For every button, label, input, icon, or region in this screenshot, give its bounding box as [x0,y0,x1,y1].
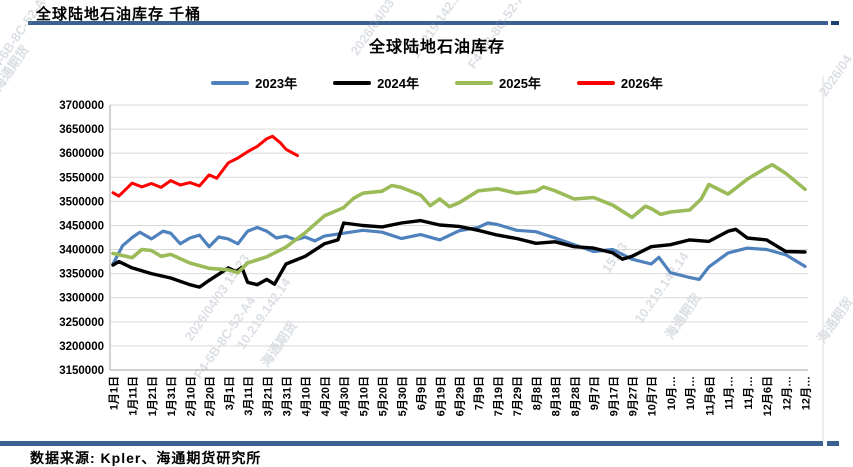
x-tick-label: 3月1日 [223,376,236,410]
y-tick-label: 3250000 [59,317,104,329]
x-tick-label: 10月7日 [646,376,659,416]
y-tick-label: 3500000 [59,196,104,208]
x-tick-label: 5月20日 [377,376,390,416]
legend-item-2026: 2026年 [576,73,663,92]
x-tick-label: 8月18日 [550,376,563,416]
x-tick-label: 1月21日 [146,376,159,416]
y-tick-label: 3300000 [59,293,104,305]
legend-label-2025: 2025年 [499,76,541,91]
x-tick-label: 6月9日 [415,376,428,410]
header-rule-cap [831,21,839,25]
chart-title: 全球陆地石油库存 [368,39,505,56]
x-tick-label: 6月29日 [454,376,467,416]
y-tick-label: 3650000 [59,124,104,136]
x-tick-label: 9月17日 [607,376,620,416]
x-tick-label: 7月29日 [511,376,524,416]
y-tick-label: 3400000 [59,245,104,257]
x-tick-label: 3月21日 [261,376,274,416]
legend-swatch-2026 [576,80,615,85]
x-tick-label: 10月… [684,376,697,410]
y-tick-label: 3550000 [59,172,104,184]
x-tick-label: 8月8日 [530,376,543,410]
legend-label-2024: 2024年 [377,76,419,91]
x-tick-label: 1月11日 [127,376,140,416]
x-tick-label: 12月6日 [761,376,774,416]
x-tick-label: 7月9日 [473,376,486,410]
header-rule [28,21,828,25]
x-tick-label: 5月10日 [357,376,370,416]
x-tick-label: 4月20日 [319,376,332,416]
data-source-note: 数据来源: Kpler、海通期货研究所 [30,450,262,466]
y-tick-label: 3200000 [59,341,104,353]
x-tick-label: 9月27日 [627,376,640,416]
x-tick-label: 4月10日 [300,376,313,416]
footer-rule-cap [827,441,839,446]
x-tick-label: 1月31日 [165,376,178,416]
x-tick-label: 2月10日 [184,376,197,416]
chart-legend: 2023年 2024年 2025年 2026年 [88,73,786,92]
footer-rule [0,441,823,446]
x-tick-label: 11月… [723,376,736,410]
x-tick-label: 2月20日 [204,376,217,416]
legend-label-2026: 2026年 [620,76,663,91]
x-tick-label: 10月… [665,376,678,410]
legend-swatch-2023 [211,80,250,85]
x-tick-label: 6月19日 [434,376,447,416]
series-line-2026年 [111,134,299,198]
x-tick-label: 3月31日 [281,376,294,416]
x-tick-label: 12月… [780,376,793,410]
x-tick-label: 8月28日 [569,376,582,416]
legend-item-2023: 2023年 [211,73,297,92]
series-line-2025年 [111,162,807,275]
legend-swatch-2024 [333,80,372,85]
y-tick-label: 3450000 [59,220,104,232]
x-tick-label: 9月7日 [588,376,601,410]
y-tick-label: 3150000 [59,365,104,377]
legend-item-2025: 2025年 [455,73,541,92]
y-tick-label: 3600000 [59,148,104,160]
page-title: 全球陆地石油库存 千桶 [36,6,202,23]
y-tick-label: 3700000 [59,100,104,112]
x-tick-label: 3月11日 [242,376,255,416]
series-line-2024年 [111,218,807,289]
series-line-2023年 [111,221,807,281]
y-tick-label: 3350000 [59,269,104,281]
x-tick-label: 12月… [800,376,813,410]
x-tick-label: 11月… [742,376,755,410]
x-tick-label: 4月30日 [338,376,351,416]
x-tick-label: 7月19日 [492,376,505,416]
legend-label-2023: 2023年 [255,76,298,91]
x-tick-label: 1月1日 [108,376,121,410]
legend-item-2024: 2024年 [333,73,419,92]
x-tick-label: 11月6日 [703,376,716,416]
legend-swatch-2025 [455,80,493,85]
x-tick-label: 5月30日 [396,376,409,416]
